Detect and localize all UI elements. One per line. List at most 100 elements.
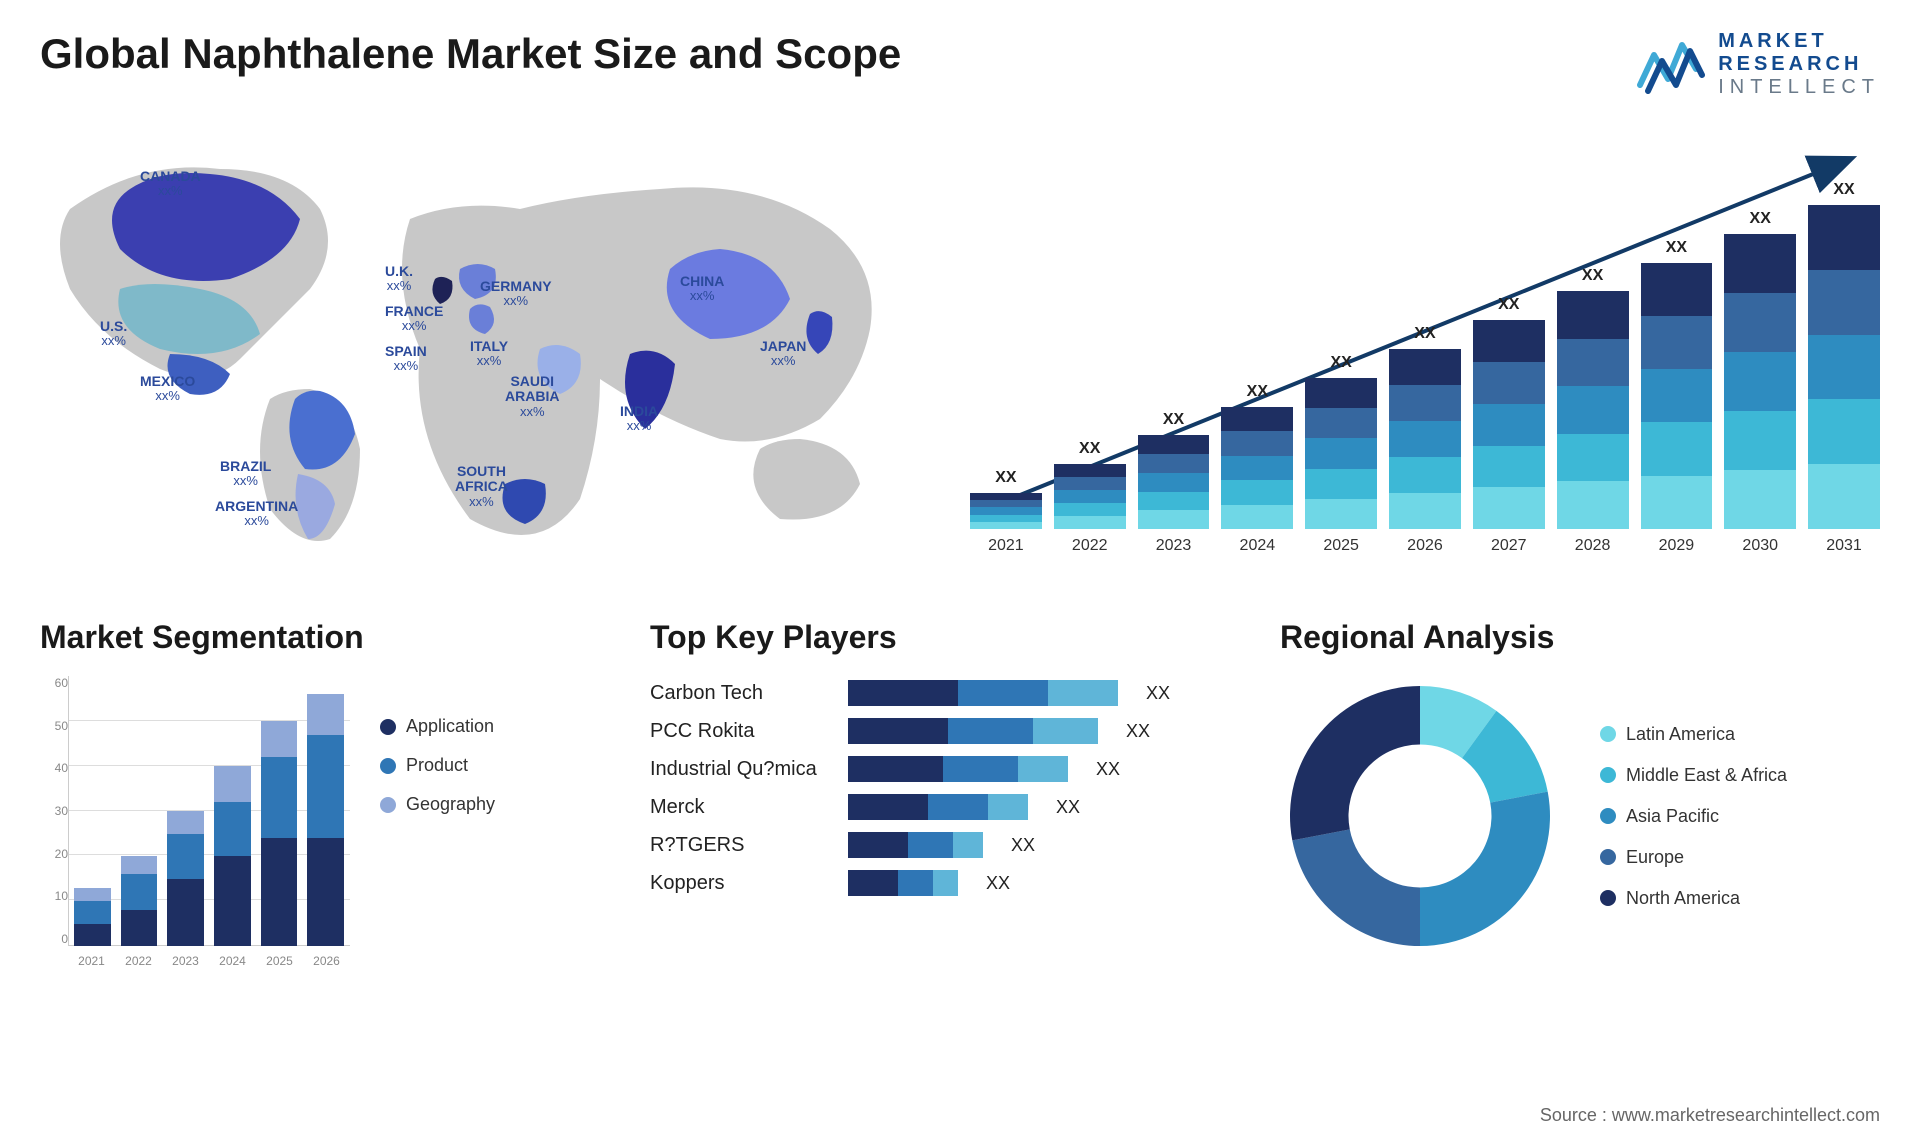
map-label-france: FRANCExx% [385, 304, 443, 334]
player-name: Industrial Qu?mica [650, 758, 830, 781]
player-value: XX [1146, 683, 1170, 704]
page-title: Global Naphthalene Market Size and Scope [40, 30, 901, 78]
map-label-india: INDIAxx% [620, 404, 658, 434]
player-row: R?TGERSXX [650, 832, 1230, 858]
regional-panel: Regional Analysis Latin AmericaMiddle Ea… [1280, 619, 1880, 976]
map-label-italy: ITALYxx% [470, 339, 508, 369]
growth-bar-2027: XX2027 [1473, 296, 1545, 529]
player-name: PCC Rokita [650, 720, 830, 743]
growth-year-label: 2026 [1407, 537, 1443, 555]
player-bar [848, 680, 1118, 706]
seg-bar-2025 [261, 721, 298, 946]
region-legend-item: Europe [1600, 847, 1787, 868]
map-label-us: U.S.xx% [100, 319, 127, 349]
growth-year-label: 2029 [1659, 537, 1695, 555]
segmentation-panel: Market Segmentation 0102030405060 202120… [40, 619, 600, 976]
map-label-south_africa: SOUTH AFRICAxx% [455, 464, 508, 509]
player-row: Koppers XX [650, 870, 1230, 896]
player-value: XX [1096, 759, 1120, 780]
player-bar [848, 756, 1068, 782]
map-label-brazil: BRAZILxx% [220, 459, 271, 489]
growth-bar-2023: XX2023 [1138, 411, 1210, 529]
segmentation-chart: 0102030405060 202120222023202420252026 [40, 676, 350, 976]
regional-title: Regional Analysis [1280, 619, 1880, 656]
header: Global Naphthalene Market Size and Scope… [40, 30, 1880, 99]
seg-legend-item: Product [380, 755, 495, 776]
seg-legend-item: Geography [380, 794, 495, 815]
map-label-uk: U.K.xx% [385, 264, 413, 294]
growth-bar-2021: XX2021 [970, 469, 1042, 529]
player-name: Koppers [650, 872, 830, 895]
region-legend-item: Asia Pacific [1600, 806, 1787, 827]
growth-bar-2026: XX2026 [1389, 325, 1461, 529]
growth-bar-2022: XX2022 [1054, 440, 1126, 529]
map-label-saudi: SAUDI ARABIAxx% [505, 374, 559, 419]
growth-bar-value: XX [1247, 383, 1268, 401]
map-label-mexico: MEXICOxx% [140, 374, 195, 404]
logo-text: MARKET RESEARCH INTELLECT [1718, 30, 1880, 99]
growth-bar-value: XX [1079, 440, 1100, 458]
growth-year-label: 2028 [1575, 537, 1611, 555]
growth-bar-value: XX [1414, 325, 1435, 343]
map-label-germany: GERMANYxx% [480, 279, 552, 309]
regional-body: Latin AmericaMiddle East & AfricaAsia Pa… [1280, 676, 1880, 956]
growth-bar-2028: XX2028 [1557, 267, 1629, 529]
player-value: XX [986, 873, 1010, 894]
logo-line3: INTELLECT [1718, 76, 1880, 99]
growth-bar-value: XX [1498, 296, 1519, 314]
seg-bar-2021 [74, 888, 111, 947]
player-bar [848, 718, 1098, 744]
growth-bar-value: XX [1666, 239, 1687, 257]
player-row: Merck XX [650, 794, 1230, 820]
growth-year-label: 2025 [1323, 537, 1359, 555]
map-label-china: CHINAxx% [680, 274, 724, 304]
seg-bar-2024 [214, 766, 251, 946]
player-value: XX [1056, 797, 1080, 818]
growth-chart: XX2021XX2022XX2023XX2024XX2025XX2026XX20… [970, 139, 1880, 559]
growth-bar-2024: XX2024 [1221, 383, 1293, 529]
region-legend-item: Latin America [1600, 724, 1787, 745]
player-value: XX [1126, 721, 1150, 742]
seg-legend-item: Application [380, 716, 495, 737]
growth-bar-value: XX [1582, 267, 1603, 285]
players-title: Top Key Players [650, 619, 1230, 656]
region-legend-item: North America [1600, 888, 1787, 909]
logo-line1: MARKET [1718, 30, 1880, 53]
player-name: Merck [650, 796, 830, 819]
growth-year-label: 2023 [1156, 537, 1192, 555]
growth-bar-2031: XX2031 [1808, 181, 1880, 529]
map-label-canada: CANADAxx% [140, 169, 201, 199]
growth-bar-value: XX [995, 469, 1016, 487]
growth-year-label: 2031 [1826, 537, 1862, 555]
growth-bar-value: XX [1330, 354, 1351, 372]
growth-year-label: 2024 [1240, 537, 1276, 555]
footer-source: Source : www.marketresearchintellect.com [1540, 1105, 1880, 1126]
growth-bar-2030: XX2030 [1724, 210, 1796, 529]
growth-year-label: 2022 [1072, 537, 1108, 555]
donut-slice [1290, 686, 1420, 840]
players-list: Carbon TechXXPCC RokitaXXIndustrial Qu?m… [650, 676, 1230, 896]
growth-bar-value: XX [1833, 181, 1854, 199]
world-map: CANADAxx%U.S.xx%MEXICOxx%BRAZILxx%ARGENT… [40, 139, 920, 559]
seg-bar-2022 [121, 856, 158, 946]
player-bar [848, 832, 983, 858]
growth-bar-2029: XX2029 [1641, 239, 1713, 529]
top-row: CANADAxx%U.S.xx%MEXICOxx%BRAZILxx%ARGENT… [40, 139, 1880, 559]
seg-bar-2023 [167, 811, 204, 946]
seg-bar-2026 [307, 694, 344, 946]
player-row: Industrial Qu?mica XX [650, 756, 1230, 782]
segmentation-title: Market Segmentation [40, 619, 600, 656]
regional-legend: Latin AmericaMiddle East & AfricaAsia Pa… [1600, 724, 1787, 909]
growth-bar-value: XX [1750, 210, 1771, 228]
donut-slice [1420, 792, 1550, 946]
brand-logo: MARKET RESEARCH INTELLECT [1636, 30, 1880, 99]
player-name: Carbon Tech [650, 682, 830, 705]
growth-year-label: 2030 [1742, 537, 1778, 555]
player-row: Carbon Tech XX [650, 680, 1230, 706]
growth-bar-2025: XX2025 [1305, 354, 1377, 529]
segmentation-legend: Application Product Geography [380, 716, 495, 815]
player-bar [848, 794, 1028, 820]
logo-line2: RESEARCH [1718, 53, 1880, 76]
map-label-spain: SPAINxx% [385, 344, 427, 374]
bottom-row: Market Segmentation 0102030405060 202120… [40, 619, 1880, 976]
